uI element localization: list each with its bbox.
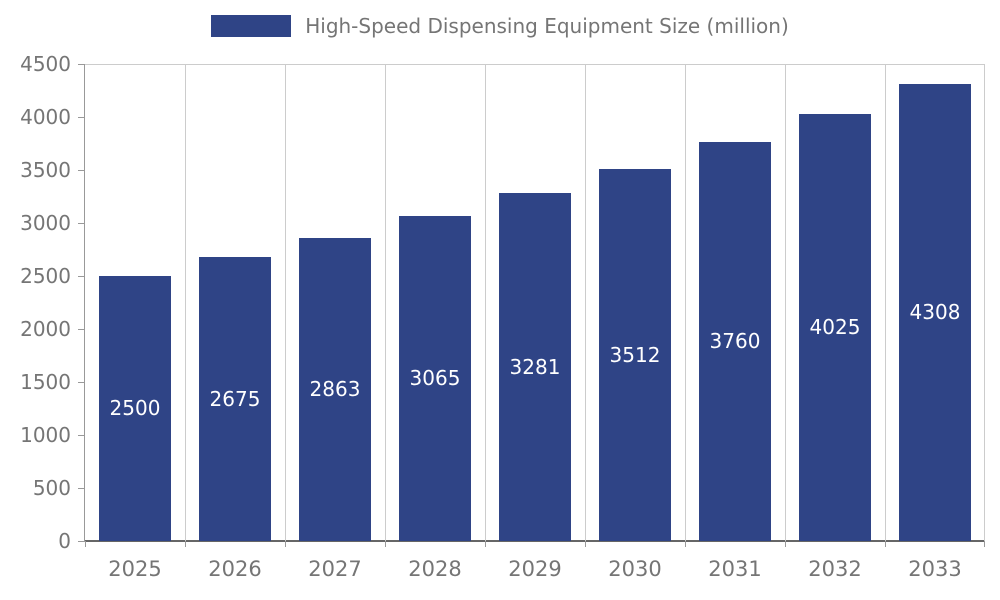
bar-2026: 2675 bbox=[199, 257, 271, 541]
gridline-vertical bbox=[885, 64, 886, 541]
legend-swatch bbox=[211, 15, 292, 37]
x-axis-label-2025: 2025 bbox=[108, 557, 162, 581]
bar-value-label: 3512 bbox=[609, 343, 661, 367]
y-axis-label-4000: 4000 bbox=[20, 105, 71, 129]
gridline-vertical bbox=[785, 64, 786, 541]
x-axis-line bbox=[85, 540, 985, 542]
y-axis-label-3500: 3500 bbox=[20, 158, 71, 182]
x-axis-label-2030: 2030 bbox=[608, 557, 662, 581]
gridline-vertical bbox=[485, 64, 486, 541]
y-axis-label-1000: 1000 bbox=[20, 423, 71, 447]
y-axis-label-2000: 2000 bbox=[20, 317, 71, 341]
x-axis-label-2026: 2026 bbox=[208, 557, 262, 581]
gridline-vertical bbox=[285, 64, 286, 541]
chart-legend: High-Speed Dispensing Equipment Size (mi… bbox=[0, 14, 1000, 38]
y-axis-tick bbox=[78, 435, 85, 436]
x-axis-label-2032: 2032 bbox=[808, 557, 862, 581]
y-axis-label-1500: 1500 bbox=[20, 370, 71, 394]
bar-value-label: 4308 bbox=[909, 300, 961, 324]
y-axis-label-2500: 2500 bbox=[20, 264, 71, 288]
y-axis-tick bbox=[78, 276, 85, 277]
x-axis-label-2033: 2033 bbox=[908, 557, 962, 581]
y-axis-label-3000: 3000 bbox=[20, 211, 71, 235]
bar-2030: 3512 bbox=[599, 169, 671, 541]
bar-value-label: 2863 bbox=[309, 377, 361, 401]
x-axis-tick bbox=[85, 541, 86, 547]
bar-2032: 4025 bbox=[799, 114, 871, 541]
bar-value-label: 2500 bbox=[109, 396, 161, 420]
x-axis-label-2028: 2028 bbox=[408, 557, 462, 581]
gridline-vertical bbox=[984, 64, 985, 541]
bar-value-label: 3281 bbox=[509, 355, 561, 379]
gridline-vertical bbox=[585, 64, 586, 541]
bar-2027: 2863 bbox=[299, 238, 371, 541]
y-axis-label-0: 0 bbox=[58, 529, 71, 553]
bar-2031: 3760 bbox=[699, 142, 771, 541]
x-axis-tick bbox=[485, 541, 486, 547]
plot-top-border bbox=[85, 64, 985, 65]
y-axis-tick bbox=[78, 541, 85, 542]
gridline-vertical bbox=[385, 64, 386, 541]
gridline-vertical bbox=[685, 64, 686, 541]
y-axis-tick bbox=[78, 488, 85, 489]
y-axis-label-500: 500 bbox=[32, 476, 71, 500]
y-axis-tick bbox=[78, 170, 85, 171]
y-axis-tick bbox=[78, 382, 85, 383]
bar-value-label: 4025 bbox=[809, 315, 861, 339]
bar-2028: 3065 bbox=[399, 216, 471, 541]
plot-area: 2500 2025 2675 2026 2863 2027 3065 2028 3281 2029… bbox=[20, 52, 985, 581]
x-axis-label-2031: 2031 bbox=[708, 557, 762, 581]
y-axis-tick bbox=[78, 329, 85, 330]
bar-value-label: 3760 bbox=[709, 329, 761, 353]
y-axis-tick bbox=[78, 64, 85, 65]
x-axis-tick bbox=[185, 541, 186, 547]
y-axis-line bbox=[84, 64, 85, 541]
x-axis-tick bbox=[585, 541, 586, 547]
bar-2025: 2500 bbox=[99, 276, 171, 541]
x-axis-label-2029: 2029 bbox=[508, 557, 562, 581]
x-axis-label-2027: 2027 bbox=[308, 557, 362, 581]
gridline-vertical bbox=[185, 64, 186, 541]
y-axis-tick bbox=[78, 223, 85, 224]
bar-value-label: 2675 bbox=[209, 387, 261, 411]
bar-2029: 3281 bbox=[499, 193, 571, 541]
y-axis-label-4500: 4500 bbox=[20, 52, 71, 76]
x-axis-tick bbox=[385, 541, 386, 547]
x-axis-tick bbox=[685, 541, 686, 547]
x-axis-tick bbox=[885, 541, 886, 547]
x-axis-tick bbox=[984, 541, 985, 547]
chart-title: High-Speed Dispensing Equipment Size (mi… bbox=[305, 14, 789, 38]
y-axis-tick bbox=[78, 117, 85, 118]
bar-value-label: 3065 bbox=[409, 366, 461, 390]
x-axis-tick bbox=[285, 541, 286, 547]
x-axis-tick bbox=[785, 541, 786, 547]
bar-2033: 4308 bbox=[899, 84, 971, 541]
